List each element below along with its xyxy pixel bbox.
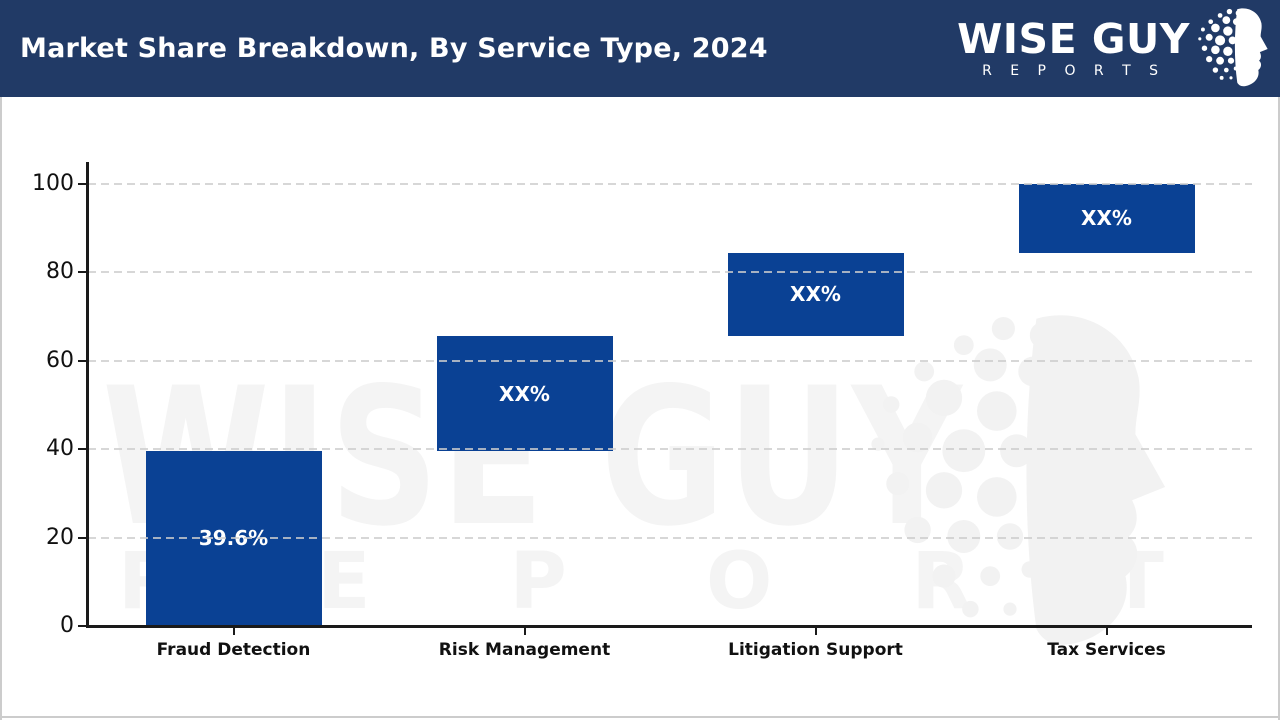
y-tickmark-100 bbox=[78, 183, 86, 185]
x-tickmark-2 bbox=[814, 627, 817, 635]
bar-litigation-support: XX% bbox=[727, 252, 904, 337]
wiseguy-head-icon bbox=[1192, 6, 1270, 92]
x-tickmark-0 bbox=[232, 627, 235, 635]
y-tickmark-60 bbox=[78, 359, 86, 362]
y-tickmark-80 bbox=[78, 271, 86, 274]
x-tick-label-3: Tax Services bbox=[1047, 640, 1166, 660]
logo-line2: R E P O R T S bbox=[982, 63, 1165, 79]
bar-value-label: XX% bbox=[1081, 206, 1132, 231]
logo-line1: WISE GUY bbox=[957, 15, 1190, 63]
bar-value-label: XX% bbox=[790, 282, 841, 307]
y-tickmark-0 bbox=[78, 625, 86, 627]
x-tick-label-1: Risk Management bbox=[438, 640, 611, 660]
y-tick-label-0: 0 bbox=[60, 613, 74, 638]
x-tickmark-3 bbox=[1105, 627, 1108, 635]
y-tick-label-20: 20 bbox=[46, 524, 74, 550]
x-tick-label-2: Litigation Support bbox=[728, 640, 903, 660]
gridline-40 bbox=[88, 448, 1252, 451]
gridline-100 bbox=[88, 183, 1252, 185]
chart-title: Market Share Breakdown, By Service Type,… bbox=[20, 33, 768, 64]
y-axis bbox=[86, 162, 89, 628]
y-tickmark-40 bbox=[78, 448, 86, 451]
logo-wordmark: WISE GUY R E P O R T S bbox=[957, 15, 1190, 80]
gridline-60 bbox=[88, 359, 1252, 362]
x-tickmark-1 bbox=[523, 627, 526, 635]
x-tick-label-0: Fraud Detection bbox=[156, 640, 311, 660]
gridline-80 bbox=[88, 271, 1252, 274]
y-tickmark-20 bbox=[78, 536, 86, 539]
y-tick-label-40: 40 bbox=[46, 436, 74, 462]
waterfall-chart: 39.6% XX% XX% XX% 0 20 40 60 80 100 Fraud Detectio… bbox=[0, 97, 1280, 720]
image-border-right bbox=[1278, 97, 1280, 720]
image-border-bottom bbox=[0, 716, 1280, 718]
y-tick-label-80: 80 bbox=[46, 259, 74, 285]
bar-tax-services: XX% bbox=[1018, 184, 1195, 253]
wiseguy-reports-logo: WISE GUY R E P O R T S bbox=[957, 5, 1270, 93]
bar-value-label: XX% bbox=[499, 381, 550, 406]
x-axis bbox=[86, 625, 1252, 628]
y-tick-label-60: 60 bbox=[46, 347, 74, 373]
header-bar: Market Share Breakdown, By Service Type,… bbox=[0, 0, 1280, 97]
y-tick-label-100: 100 bbox=[32, 171, 74, 196]
bar-risk-management: XX% bbox=[436, 336, 613, 451]
gridline-20 bbox=[88, 536, 1252, 539]
image-border-left bbox=[0, 97, 2, 720]
